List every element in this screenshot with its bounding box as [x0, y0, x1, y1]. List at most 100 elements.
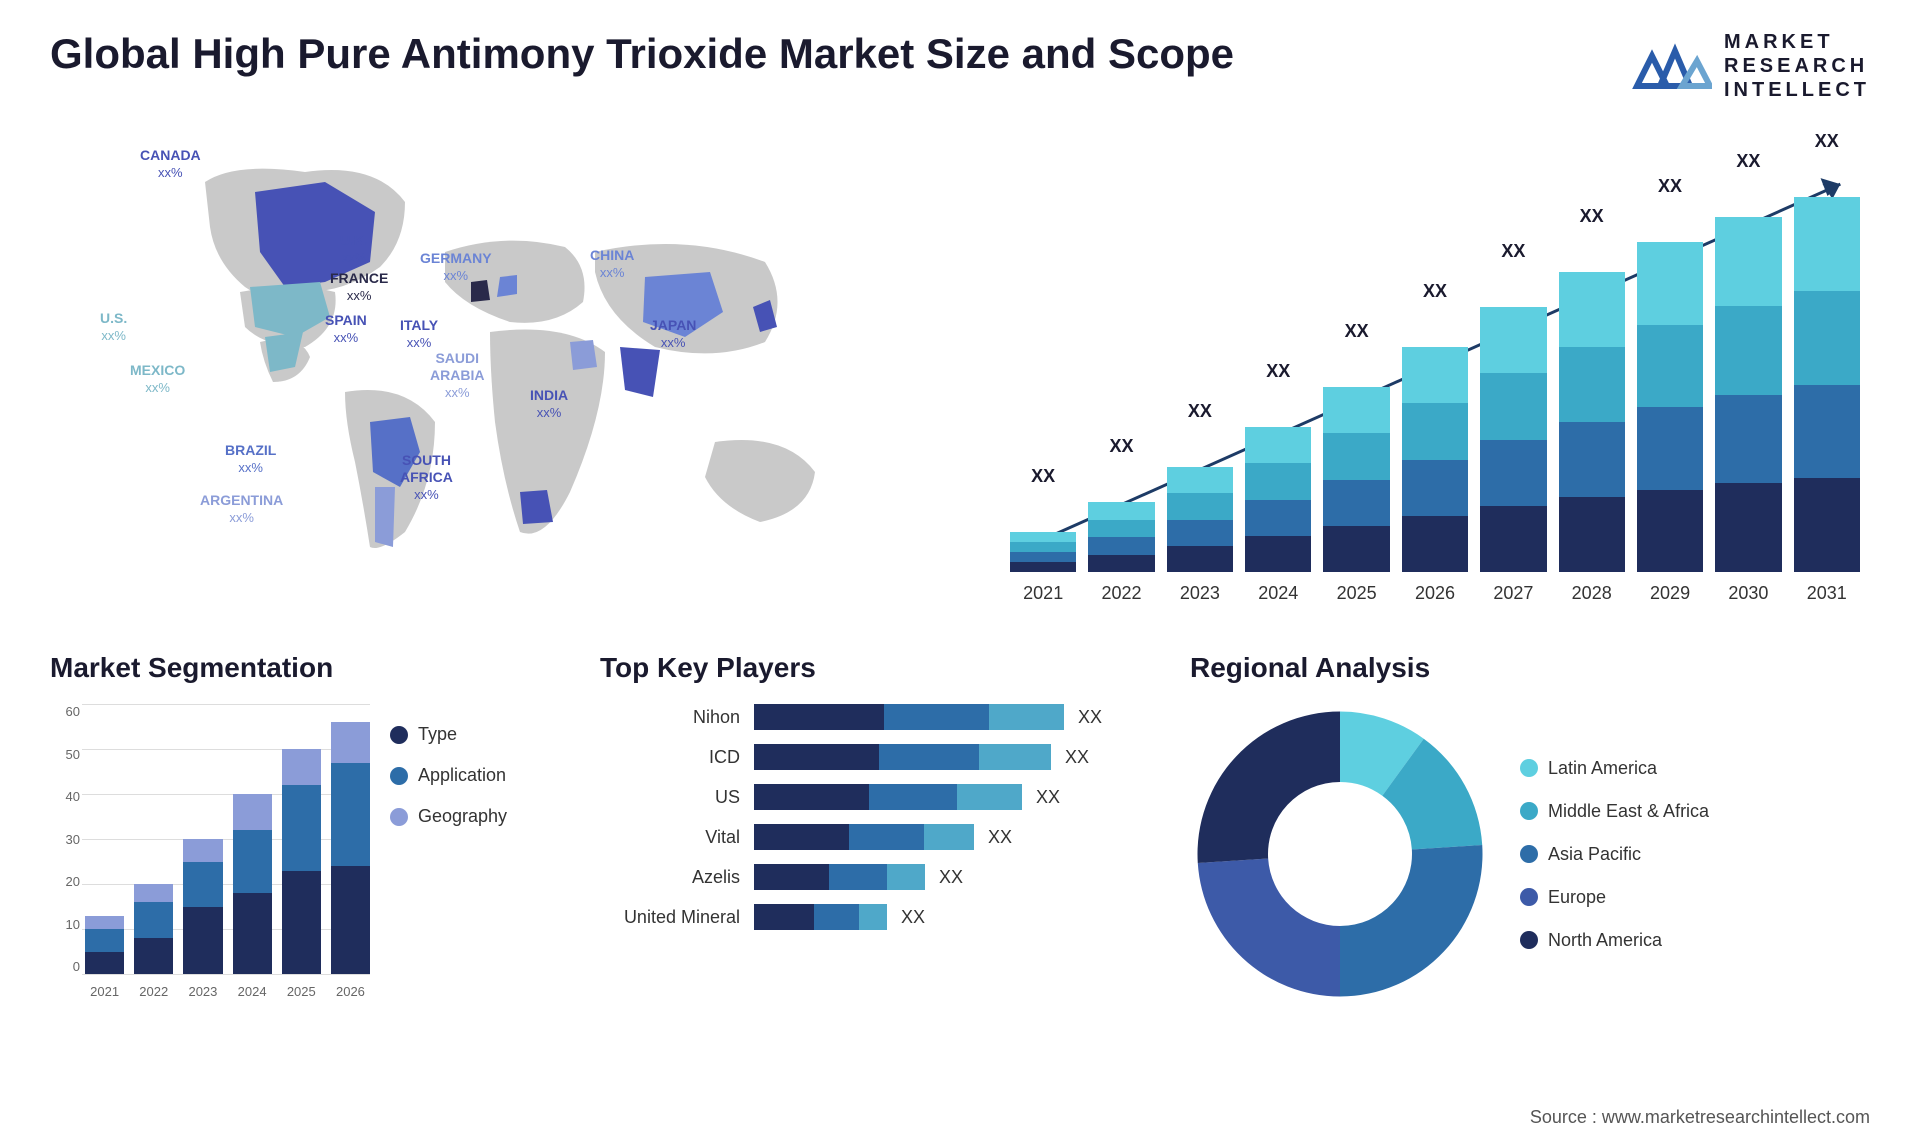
legend-label: Latin America — [1548, 758, 1657, 779]
growth-bar-segment — [1402, 460, 1468, 516]
growth-bar-segment — [1559, 422, 1625, 497]
growth-bar-segment — [1480, 307, 1546, 373]
map-label: INDIAxx% — [530, 387, 568, 421]
growth-bar: XX — [1167, 467, 1233, 572]
growth-bar-segment — [1794, 291, 1860, 385]
player-name: US — [600, 787, 740, 808]
seg-bar — [183, 839, 222, 974]
legend-label: Type — [418, 724, 457, 745]
seg-bar-segment — [85, 929, 124, 952]
growth-bar-label: XX — [1501, 241, 1525, 262]
growth-bar-label: XX — [1736, 151, 1760, 172]
seg-bar-segment — [183, 907, 222, 975]
seg-xaxis-label: 2022 — [134, 984, 173, 999]
seg-bar-segment — [183, 862, 222, 907]
player-row: ICD XX — [600, 744, 1160, 770]
segmentation-title: Market Segmentation — [50, 652, 570, 684]
growth-bar-segment — [1245, 500, 1311, 536]
growth-bar-segment — [1559, 497, 1625, 572]
regional-legend: Latin America Middle East & Africa Asia Pa… — [1520, 758, 1709, 951]
growth-bar: XX — [1559, 272, 1625, 572]
seg-bar-segment — [331, 763, 370, 867]
growth-bar-label: XX — [1658, 176, 1682, 197]
legend-item: Middle East & Africa — [1520, 801, 1709, 822]
player-bar-segment — [869, 784, 957, 810]
growth-bar-segment — [1010, 542, 1076, 552]
player-name: ICD — [600, 747, 740, 768]
seg-bar-segment — [233, 893, 272, 974]
growth-bar-segment — [1167, 520, 1233, 546]
legend-label: North America — [1548, 930, 1662, 951]
growth-bar-segment — [1167, 493, 1233, 519]
regional-donut — [1190, 704, 1490, 1004]
seg-bar — [282, 749, 321, 974]
player-bar — [754, 784, 1022, 810]
growth-bar-segment — [1245, 536, 1311, 572]
player-row: USXX — [600, 784, 1160, 810]
legend-dot — [1520, 888, 1538, 906]
map-label: U.K.xx% — [340, 232, 368, 266]
seg-yaxis-label: 50 — [50, 747, 80, 762]
growth-bar-segment — [1715, 217, 1781, 306]
player-bar — [754, 864, 925, 890]
legend-dot — [390, 726, 408, 744]
segmentation-chart: 6050403020100 202120222023202420252026 — [50, 704, 370, 1004]
growth-bar-label: XX — [1580, 206, 1604, 227]
growth-bar-segment — [1715, 483, 1781, 572]
growth-bar-label: XX — [1266, 361, 1290, 382]
growth-bar-segment — [1088, 520, 1154, 538]
map-label: SOUTHAFRICAxx% — [400, 452, 453, 502]
legend-item: North America — [1520, 930, 1709, 951]
legend-dot — [1520, 931, 1538, 949]
player-name: Vital — [600, 827, 740, 848]
seg-bar-segment — [282, 749, 321, 785]
map-label: JAPANxx% — [650, 317, 696, 351]
player-bar-segment — [924, 824, 974, 850]
growth-bar-segment — [1323, 387, 1389, 433]
map-label: GERMANYxx% — [420, 250, 492, 284]
logo-line2: RESEARCH — [1724, 54, 1870, 78]
seg-yaxis-label: 40 — [50, 789, 80, 804]
growth-bar-segment — [1480, 440, 1546, 506]
growth-bar: XX — [1480, 307, 1546, 572]
donut-slice — [1198, 712, 1341, 863]
growth-bar-segment — [1794, 478, 1860, 572]
growth-bar-segment — [1010, 532, 1076, 542]
segmentation-legend: TypeApplicationGeography — [390, 704, 507, 1004]
player-bar — [754, 904, 887, 930]
growth-bar-segment — [1167, 467, 1233, 493]
regional-section: Regional Analysis Latin AmericaMiddle Ea… — [1190, 652, 1870, 1004]
growth-bar-segment — [1010, 552, 1076, 562]
growth-xaxis-label: 2028 — [1559, 583, 1625, 604]
legend-item: Latin America — [1520, 758, 1709, 779]
player-bar-segment — [754, 824, 849, 850]
growth-bar: XX — [1637, 242, 1703, 572]
segmentation-section: Market Segmentation 6050403020100 202120… — [50, 652, 570, 1004]
growth-bar: XX — [1715, 217, 1781, 572]
seg-yaxis-label: 60 — [50, 704, 80, 719]
player-bar-segment — [754, 744, 879, 770]
legend-dot — [390, 767, 408, 785]
legend-item: Type — [390, 724, 507, 745]
player-value: XX — [939, 867, 963, 888]
logo-line1: MARKET — [1724, 30, 1870, 54]
growth-bar-segment — [1323, 526, 1389, 572]
player-bar-segment — [957, 784, 1022, 810]
seg-bar-segment — [282, 785, 321, 871]
player-bar-segment — [989, 704, 1064, 730]
growth-bar-segment — [1010, 562, 1076, 572]
players-section: Top Key Players NihonXXICDXXUSXXVitalXXA… — [600, 652, 1160, 1004]
seg-bar-segment — [331, 722, 370, 763]
growth-xaxis-label: 2026 — [1402, 583, 1468, 604]
seg-bar — [85, 916, 124, 975]
legend-label: Asia Pacific — [1548, 844, 1641, 865]
player-value: XX — [1065, 747, 1089, 768]
donut-slice — [1340, 845, 1483, 996]
growth-xaxis-label: 2024 — [1245, 583, 1311, 604]
seg-bar-segment — [331, 866, 370, 974]
brand-logo: MARKET RESEARCH INTELLECT — [1632, 30, 1870, 102]
legend-dot — [1520, 759, 1538, 777]
player-name: Nihon — [600, 707, 740, 728]
growth-bar-segment — [1323, 480, 1389, 526]
growth-chart: XXXXXXXXXXXXXXXXXXXXXX 20212022202320242… — [980, 132, 1870, 612]
